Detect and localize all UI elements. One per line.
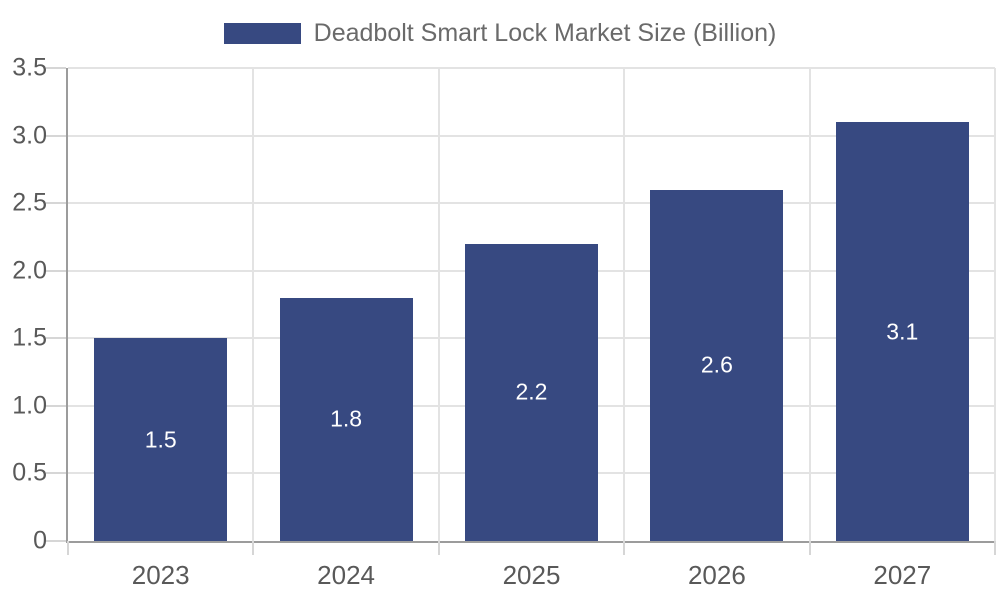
bar-value-label: 3.1 xyxy=(886,318,919,345)
x-axis-tick xyxy=(252,541,255,555)
y-tick-label: 1.5 xyxy=(12,323,47,352)
y-tick-label: 2.0 xyxy=(12,256,47,285)
x-axis-label: 2023 xyxy=(131,560,190,590)
bar-value-label: 2.2 xyxy=(515,378,548,405)
gridline-vertical xyxy=(623,68,626,541)
y-axis-tick xyxy=(46,134,66,137)
x-axis-tick xyxy=(994,541,996,555)
gridline-horizontal xyxy=(68,134,995,137)
y-axis-tick xyxy=(46,202,66,205)
legend-swatch xyxy=(223,23,301,44)
x-axis-label: 2024 xyxy=(317,560,376,590)
y-tick-label: 1.0 xyxy=(12,391,47,420)
gridline-horizontal xyxy=(68,67,995,69)
bar: 1.5 xyxy=(94,338,228,541)
y-axis-tick xyxy=(46,404,66,407)
y-tick-label: 3.5 xyxy=(12,53,47,82)
x-axis-tick xyxy=(808,541,811,555)
x-axis-label: 2027 xyxy=(873,560,932,590)
y-axis-tick xyxy=(46,337,66,340)
y-axis-tick xyxy=(46,67,66,69)
legend-label: Deadbolt Smart Lock Market Size (Billion… xyxy=(313,19,777,47)
legend: Deadbolt Smart Lock Market Size (Billion… xyxy=(0,19,1000,48)
x-axis-tick xyxy=(623,541,626,555)
x-axis-label: 2025 xyxy=(502,560,561,590)
y-axis-tick xyxy=(46,472,66,475)
bar-value-label: 2.6 xyxy=(700,351,733,378)
x-axis-tick xyxy=(67,541,69,555)
y-tick-label: 0 xyxy=(33,526,47,555)
bar-value-label: 1.8 xyxy=(330,405,363,432)
y-tick-label: 2.5 xyxy=(12,188,47,217)
gridline-vertical xyxy=(252,68,255,541)
gridline-vertical xyxy=(808,68,811,541)
bar: 2.2 xyxy=(464,243,598,541)
bar: 2.6 xyxy=(650,189,784,541)
y-axis-tick xyxy=(46,540,66,542)
gridline-vertical xyxy=(994,68,996,541)
x-axis-tick xyxy=(437,541,440,555)
plot-area: 0 0.5 1.0 1.5 2.0 2.5 3.0 3.5 1.5 2023 1.8 2024 2.2 2… xyxy=(12,54,996,590)
y-tick-label: 3.0 xyxy=(12,121,47,150)
gridline-vertical xyxy=(437,68,440,541)
bar: 3.1 xyxy=(835,122,969,541)
x-axis-label: 2026 xyxy=(687,560,746,590)
bar-value-label: 1.5 xyxy=(144,426,177,453)
gridline-horizontal xyxy=(68,202,995,205)
bar: 1.8 xyxy=(279,297,413,541)
y-tick-label: 0.5 xyxy=(12,458,47,487)
y-axis-tick xyxy=(46,269,66,272)
